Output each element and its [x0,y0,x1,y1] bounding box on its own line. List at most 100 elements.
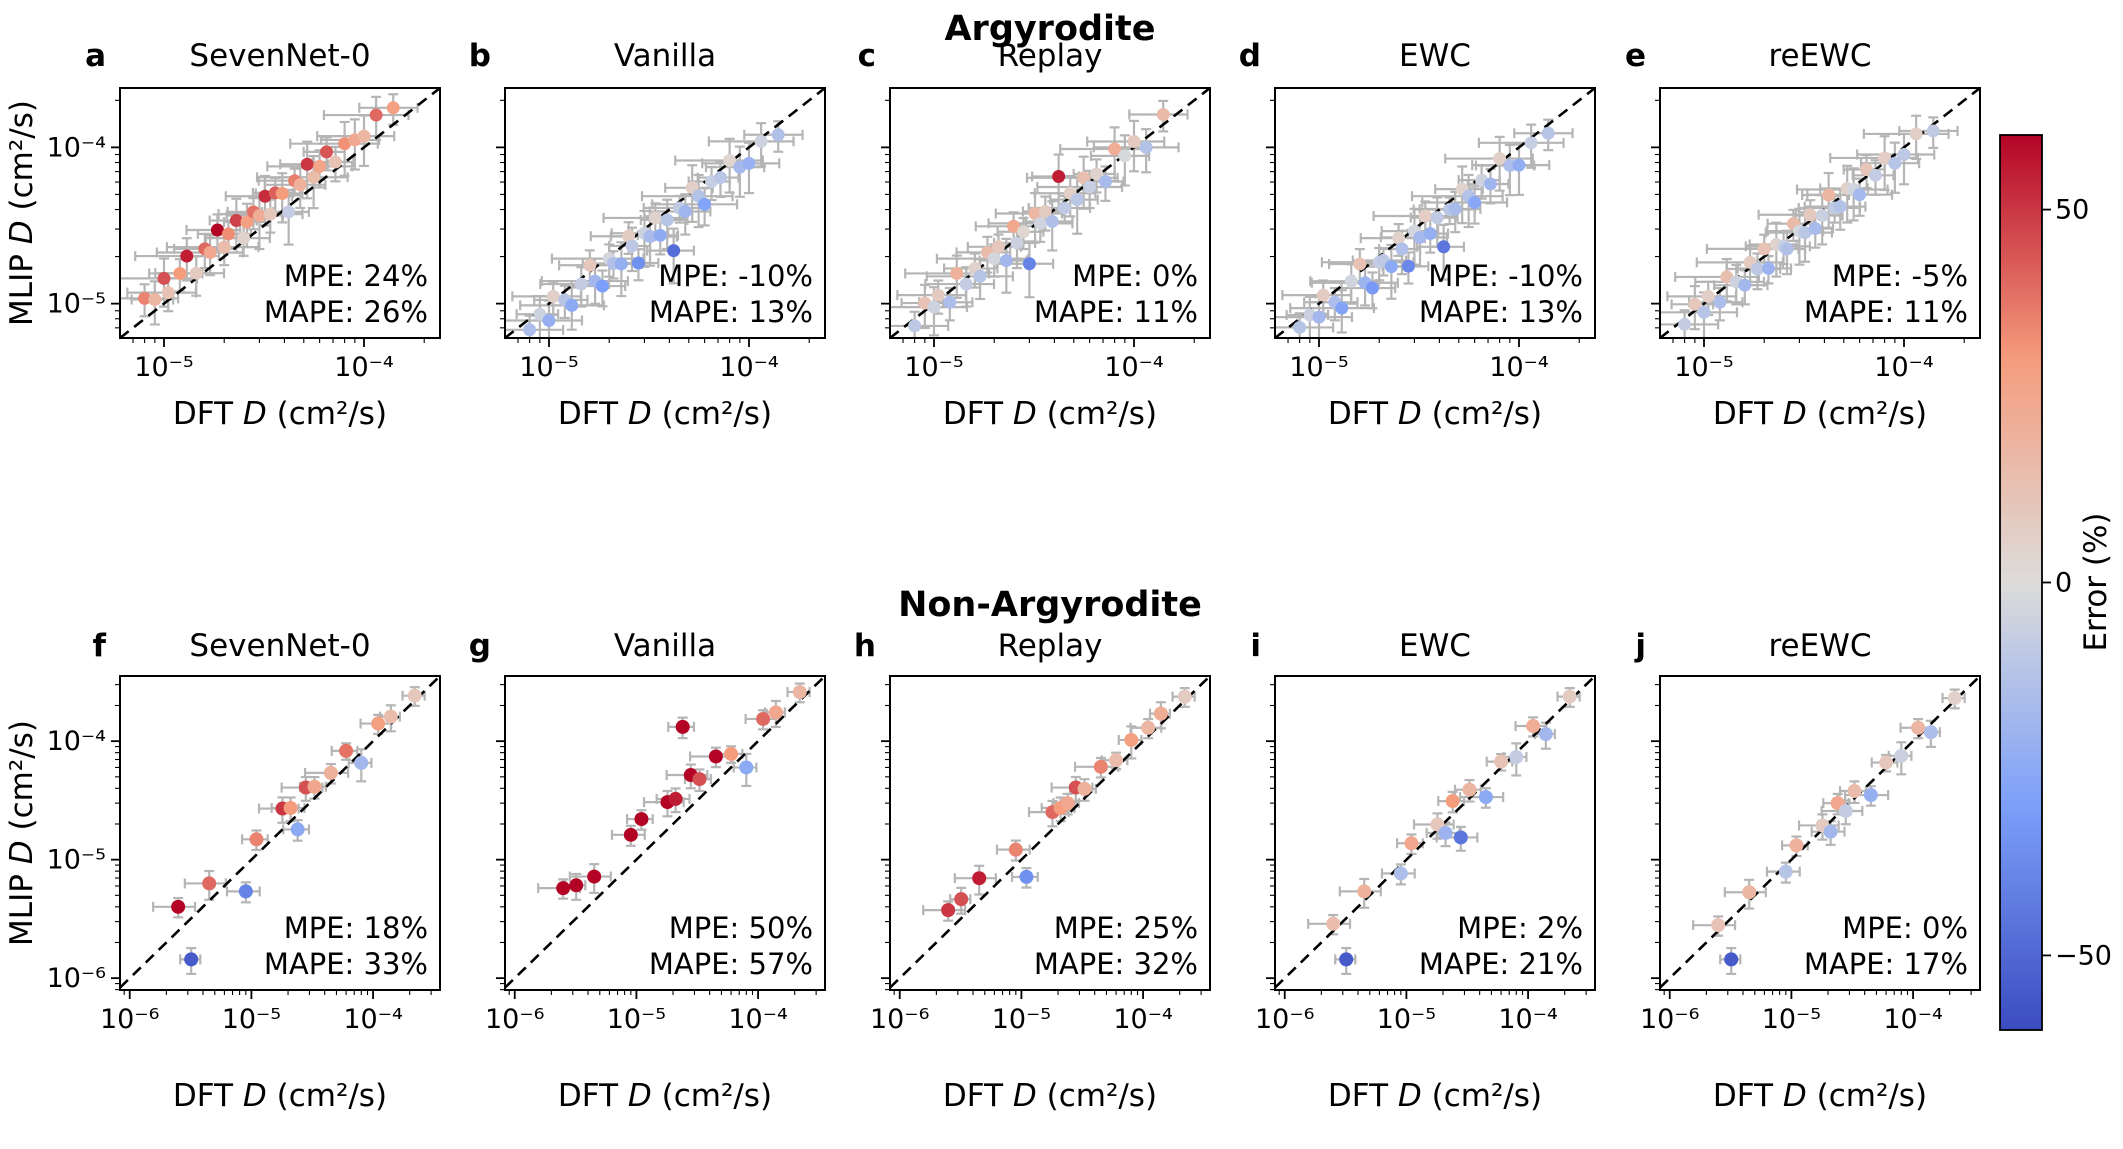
x-axis-label: DFT D (cm²/s) [1328,1078,1542,1114]
data-point [1493,152,1507,166]
data-point [587,869,602,884]
data-point [648,211,662,225]
data-point [386,101,400,115]
scatter-points [556,685,807,896]
data-point [1724,952,1739,967]
panel-i: i EWC 10⁻⁶ 10⁻⁵ 10⁻⁴ MPE: 2%MAPE: 21% DFT D (c… [1250,628,1596,1114]
data-point [931,288,945,302]
y-tick-label: 10⁻⁵ [47,289,106,320]
data-point [999,254,1013,268]
x-axis-label: DFT D (cm²/s) [943,1078,1157,1114]
data-point [1418,209,1432,223]
data-point [1339,952,1354,967]
data-point [1509,749,1524,764]
data-point [660,213,674,227]
data-point [171,899,186,914]
data-point [692,772,707,787]
data-point [1909,127,1923,141]
data-point [1357,884,1372,899]
data-point [1010,236,1024,250]
data-point [1879,755,1894,770]
data-point [1413,230,1427,244]
data-point [1022,257,1036,271]
plot-frame [1274,675,1596,991]
panel-title: EWC [1399,628,1471,664]
mpe-text: MPE: -10% [658,259,813,293]
scatter-points [908,107,1170,333]
panel-a: a SevenNet-0 10⁻⁵ 10⁻⁴ 10⁻⁵ 10⁻⁴ MPE: 24%MAPE:… [47,38,441,432]
data-point [1070,193,1084,207]
data-point [1445,794,1460,809]
data-point [1688,297,1702,311]
data-point [1090,167,1104,181]
x-tick-label: 10⁻⁶ [870,1004,929,1035]
data-point [1750,262,1764,276]
data-point [1757,242,1771,256]
data-point [339,743,354,758]
data-point [1293,320,1307,334]
data-point [1177,689,1192,704]
x-axis-label: DFT D (cm²/s) [558,396,772,432]
x-tick-label: 10⁻⁴ [719,352,778,383]
data-point [595,279,609,293]
y-tick-label: 10⁻⁶ [47,963,106,994]
data-point [1926,124,1940,138]
colorbar: 50 0 −50 [1999,134,2112,1031]
panel-title: EWC [1399,38,1471,74]
data-point [180,249,194,263]
y-axis-label-row2: MLIP D (cm²/s) [4,720,40,946]
data-point [1878,151,1892,165]
data-point [625,239,639,253]
data-point [1430,211,1444,225]
x-tick-label: 10⁻⁴ [1489,352,1548,383]
y-tick-label: 10⁻⁴ [47,132,106,163]
data-point [523,323,537,337]
x-tick-label: 10⁻⁶ [1255,1004,1314,1035]
x-tick-label: 10⁻⁵ [1377,1004,1436,1035]
data-point [1847,784,1862,799]
data-point [959,277,973,291]
data-point [756,711,771,726]
mape-text: MAPE: 21% [1419,947,1583,981]
colorbar-label: Error (%) [2078,512,2114,651]
data-point [1326,916,1341,931]
x-axis-label: DFT D (cm²/s) [173,396,387,432]
data-point [583,258,597,272]
mape-text: MAPE: 11% [1804,295,1968,329]
data-point [1462,782,1477,797]
plot-frame [504,675,826,991]
mape-text: MAPE: 57% [649,947,813,981]
x-axis-label: DFT D (cm²/s) [1713,396,1927,432]
data-point [792,685,807,700]
group-title-argyrodite: Argyrodite [944,9,1155,49]
data-point [240,215,254,229]
y-tick-label: 10⁻⁵ [47,845,106,876]
x-axis-label: DFT D (cm²/s) [558,1078,772,1114]
panel-d: d EWC 10⁻⁵ 10⁻⁴ MPE: -10%MAPE: 13% DFT D (cm²… [1239,38,1596,432]
data-point [203,245,217,259]
mape-text: MAPE: 17% [1804,947,1968,981]
data-point [293,178,307,192]
parity-line [889,675,1211,989]
plot-frame [1274,87,1596,339]
data-point [1483,177,1497,191]
panel-letter: e [1625,38,1646,74]
data-point [1384,260,1398,274]
data-point [1365,281,1379,295]
x-tick-label: 10⁻⁵ [1674,352,1733,383]
data-point [713,171,727,185]
panel-letter: c [858,38,876,74]
data-point [258,189,272,203]
data-point [161,286,175,300]
data-point [1393,866,1408,881]
x-tick-label: 10⁻⁴ [334,352,393,383]
data-point [565,298,579,312]
data-point [643,230,657,244]
data-point [1109,753,1124,768]
data-point [1742,885,1757,900]
data-point [1697,305,1711,319]
panel-j: j reEWC 10⁻⁶ 10⁻⁵ 10⁻⁴ MPE: 0%MAPE: 17% DFT D … [1633,628,1981,1114]
data-point [252,209,266,223]
data-point [708,749,723,764]
data-point [290,822,305,837]
